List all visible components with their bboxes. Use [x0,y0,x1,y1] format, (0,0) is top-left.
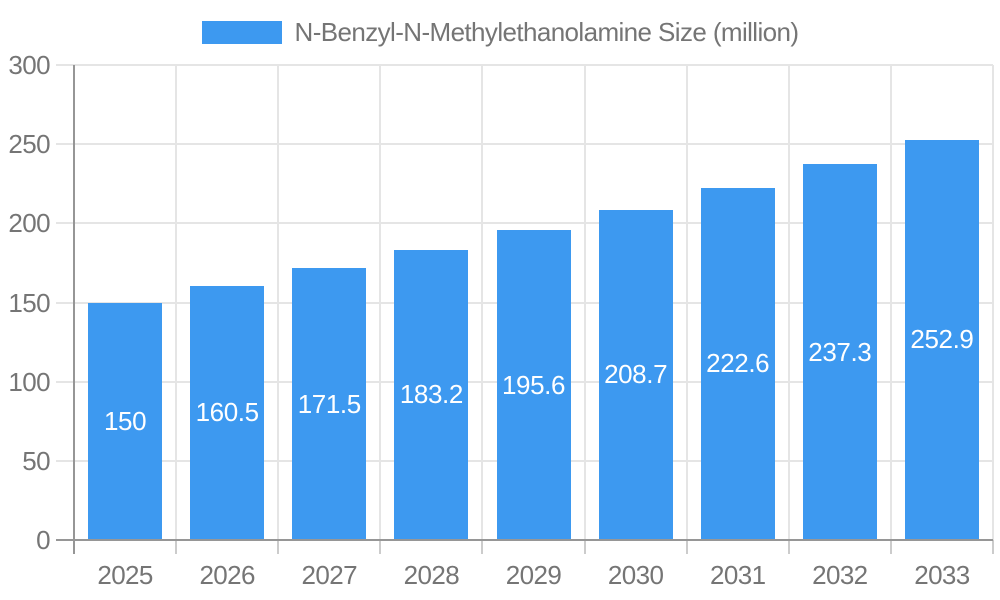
y-axis-tick-label: 200 [8,208,50,239]
x-gridline [481,65,484,540]
bar: 252.9 [904,139,979,540]
x-axis-tick-label: 2031 [709,560,766,590]
y-axis-tick-label: 50 [22,445,50,476]
y-axis-tick-label: 250 [8,129,50,160]
x-axis-tick-label: 2025 [97,560,153,590]
x-axis-tick [583,540,586,554]
bar-value-label: 195.6 [501,369,566,400]
legend-label: N-Benzyl-N-Methylethanolamine Size (mill… [294,16,799,47]
x-axis-tick [992,540,994,554]
x-gridline [685,65,688,540]
bar: 222.6 [700,187,775,540]
x-axis-tick-label: 2027 [301,560,358,590]
bar: 237.3 [802,164,877,540]
bar-value-label: 252.9 [910,324,974,355]
x-axis-tick [787,540,790,554]
y-gridline [56,143,993,146]
y-axis-tick-label: 300 [8,50,50,80]
bar-value-label: 222.6 [706,348,770,379]
x-gridline [787,65,790,540]
x-axis-tick [175,540,178,554]
bar-value-label: 150 [103,405,147,436]
x-axis-tick-label: 2026 [199,560,255,590]
x-axis-tick [379,540,382,554]
bar-value-label: 183.2 [399,379,463,410]
chart-legend: N-Benzyl-N-Methylethanolamine Size (mill… [0,13,1000,51]
x-gridline [992,65,994,540]
bar: 160.5 [190,285,265,540]
bar-value-label: 237.3 [808,336,872,367]
y-axis-line [73,65,75,554]
bar-value-label: 208.7 [604,359,668,390]
x-axis-tick-label: 2033 [914,560,970,590]
bar-value-label: 160.5 [195,397,259,428]
x-axis-tick [889,540,892,554]
x-axis-tick [685,540,688,554]
x-axis-tick [277,540,280,554]
y-axis-tick-label: 0 [36,525,50,555]
x-axis-tick-label: 2029 [505,560,562,590]
y-axis-tick-label: 100 [8,366,50,397]
x-gridline [889,65,892,540]
bar: 208.7 [598,209,673,540]
y-gridline [56,64,993,66]
x-axis-line [56,539,993,541]
bar: 195.6 [496,230,571,540]
x-axis-tick-label: 2028 [403,560,460,590]
x-axis-tick-label: 2032 [812,560,868,590]
bar: 183.2 [394,249,469,540]
x-gridline [277,65,280,540]
legend-swatch [201,20,282,44]
x-axis-tick [481,540,484,554]
y-gridline [56,222,993,225]
x-gridline [379,65,382,540]
bar: 171.5 [292,268,367,540]
bar-value-label: 171.5 [297,388,361,419]
x-gridline [175,65,178,540]
bar: 150 [88,302,163,540]
x-gridline [583,65,586,540]
y-axis-tick-label: 150 [8,287,50,318]
x-axis-tick-label: 2030 [607,560,664,590]
